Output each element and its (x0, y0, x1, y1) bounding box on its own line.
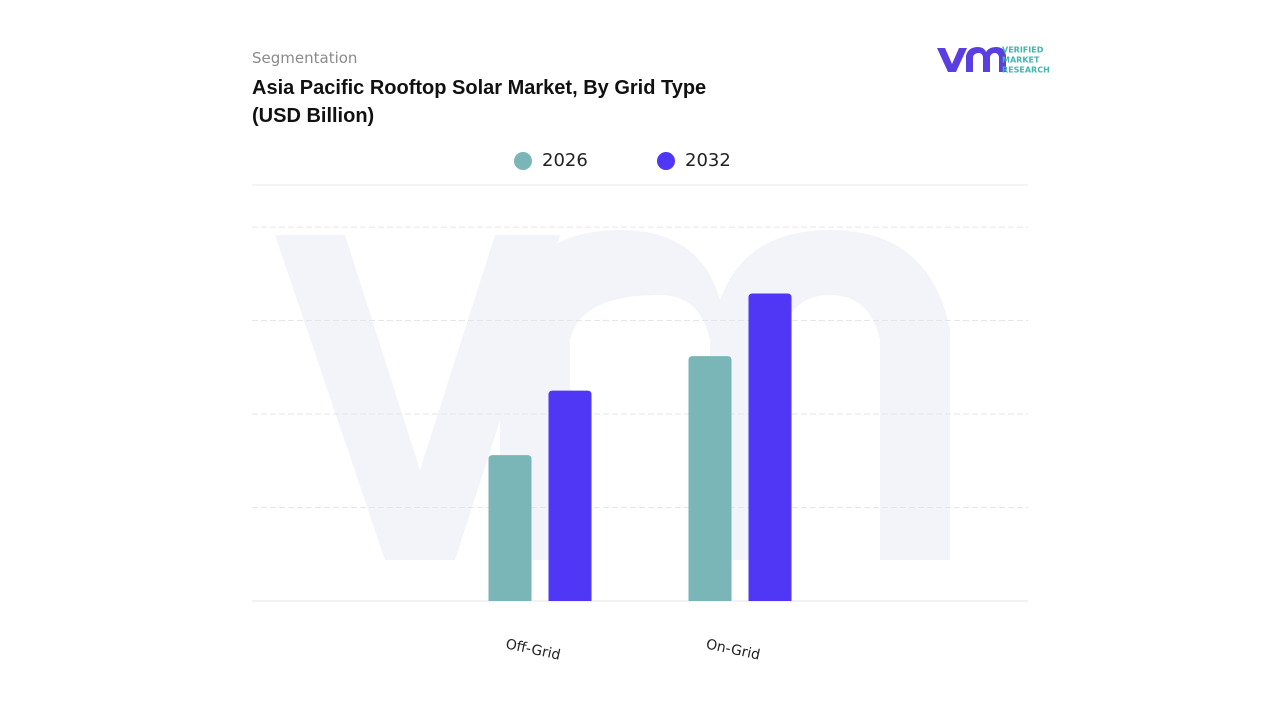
logo-text: VERIFIED (1002, 46, 1044, 55)
bar (688, 356, 732, 601)
legend-marker (514, 152, 532, 170)
legend-label: 2032 (685, 150, 731, 171)
logo-text: MARKET (1002, 56, 1040, 65)
chart-title: Asia Pacific Rooftop Solar Market, By Gr… (252, 77, 707, 127)
bar (548, 390, 592, 601)
bar (488, 455, 532, 601)
watermark (275, 230, 950, 560)
logo-text: RESEARCH (1002, 66, 1050, 75)
x-tick-label: On-Grid (705, 636, 762, 663)
bar (748, 293, 792, 601)
legend-marker (657, 152, 675, 170)
legend-label: 2026 (542, 150, 588, 171)
x-tick-label: Off-Grid (504, 636, 562, 663)
logo: VERIFIED MARKET RESEARCH (937, 46, 1050, 75)
subtitle: Segmentation (252, 49, 358, 67)
